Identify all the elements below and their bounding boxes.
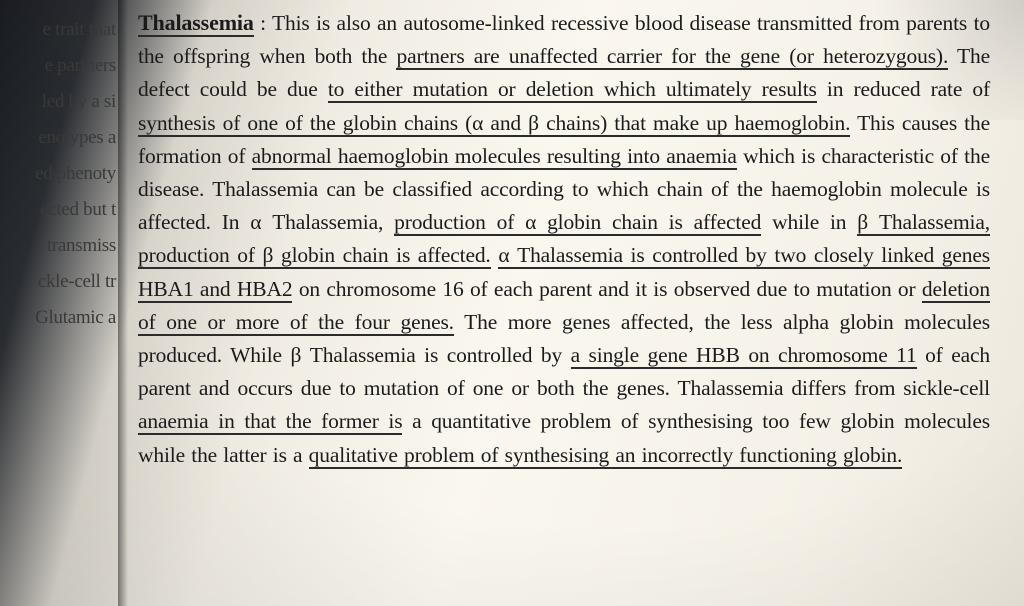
sliver-line: enotypes a: [6, 120, 116, 156]
text-run: in reduced rate of: [817, 77, 990, 101]
sliver-line: led by a si: [6, 84, 116, 120]
underlined-run: synthesis of one of the globin chains (α…: [138, 111, 850, 137]
sliver-line: f transmiss: [6, 228, 116, 264]
sliver-line: e partners: [6, 48, 116, 84]
underlined-run: anaemia in that the former is: [138, 409, 402, 435]
underlined-run: a single gene HBB on chromosome 11: [571, 343, 917, 369]
heading-separator: :: [254, 11, 272, 35]
sliver-line: e trait that: [6, 12, 116, 48]
sliver-line: ed phenoty: [6, 156, 116, 192]
textbook-paragraph: Thalassemia : This is also an autosome-l…: [138, 2, 1008, 472]
underlined-run: to either mutation or deletion which ult…: [328, 77, 817, 103]
sliver-line: ected but t: [6, 192, 116, 228]
previous-page-sliver: e trait thate partnersled by a sienotype…: [0, 0, 120, 606]
text-run: on chromosome 16 of each parent and it i…: [292, 277, 921, 301]
topic-heading: Thalassemia: [138, 10, 254, 37]
page-gutter-shadow: [118, 0, 128, 606]
underlined-run: partners are unaffected carrier for the …: [396, 44, 948, 70]
text-run: while in: [761, 210, 857, 234]
sliver-line: Glutamic a: [6, 300, 116, 336]
underlined-run: qualitative problem of synthesising an i…: [309, 443, 903, 469]
underlined-run: production of α globin chain is affected: [394, 210, 761, 236]
underlined-run: abnormal haemoglobin molecules resulting…: [252, 144, 737, 170]
sliver-line: ckle-cell tr: [6, 264, 116, 300]
paragraph-body: This is also an autosome-linked recessiv…: [138, 11, 990, 469]
